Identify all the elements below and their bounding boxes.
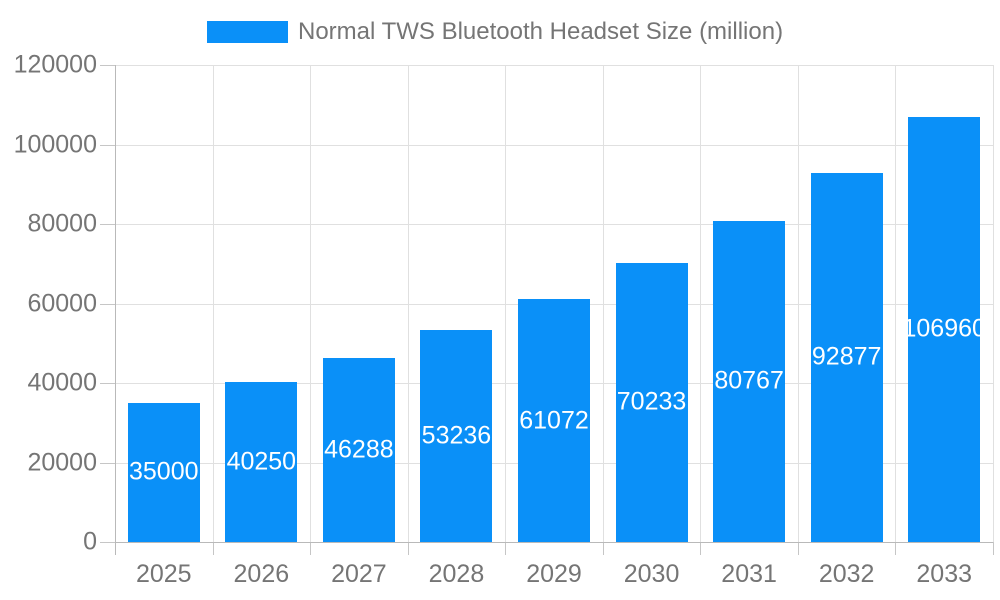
x-gridline — [895, 65, 897, 542]
bar-value-label: 53236 — [421, 421, 492, 450]
bar-value-label: 92877 — [811, 342, 882, 371]
bar-2027[interactable] — [322, 358, 395, 542]
bar-2029[interactable] — [518, 299, 590, 542]
bar-value-label: 40250 — [226, 447, 297, 476]
x-gridline — [700, 65, 702, 542]
x-tick — [212, 542, 214, 555]
x-axis-line — [115, 542, 993, 543]
y-tick — [100, 65, 115, 66]
y-tick — [100, 542, 115, 543]
x-gridline — [310, 65, 312, 542]
y-tick — [100, 144, 115, 146]
bar-value-label: 80767 — [714, 366, 784, 395]
bar-2031[interactable] — [713, 220, 786, 542]
bar-2032[interactable] — [810, 172, 883, 542]
x-tick — [993, 542, 994, 555]
y-axis-label: 120000 — [13, 50, 97, 79]
x-axis-label: 2025 — [135, 560, 192, 588]
x-tick — [602, 542, 604, 555]
y-tick — [100, 462, 115, 464]
bar-value-label: 46288 — [324, 435, 394, 464]
y-tick — [100, 303, 115, 305]
legend-swatch[interactable] — [207, 21, 288, 43]
x-axis-label: 2031 — [721, 560, 777, 588]
bar-2025[interactable] — [127, 402, 200, 542]
x-tick — [895, 542, 897, 555]
bar-value-label: 35000 — [129, 457, 199, 486]
x-gridline — [212, 65, 214, 542]
x-axis-label: 2026 — [233, 560, 290, 588]
x-tick — [797, 542, 799, 555]
y-axis-line — [115, 65, 116, 555]
x-tick — [505, 542, 507, 555]
y-gridline — [115, 65, 993, 66]
y-axis-label: 100000 — [13, 130, 97, 158]
x-axis-label: 2033 — [916, 560, 973, 588]
x-tick — [310, 542, 312, 555]
y-tick — [100, 383, 115, 384]
bar-2030[interactable] — [615, 262, 688, 542]
x-axis-label: 2028 — [428, 560, 485, 588]
chart-legend: Normal TWS Bluetooth Headset Size (milli… — [0, 0, 1000, 50]
x-axis-label: 2029 — [526, 560, 582, 588]
x-gridline — [797, 65, 799, 542]
bar-2033[interactable] — [908, 116, 981, 542]
y-axis-label: 20000 — [27, 448, 97, 476]
bar-2028[interactable] — [420, 330, 493, 542]
bar-value-label: 106960 — [902, 314, 986, 343]
y-axis-label: 40000 — [27, 368, 97, 397]
x-axis-label: 2032 — [818, 560, 875, 588]
x-gridline — [505, 65, 507, 542]
y-axis-label: 0 — [83, 527, 97, 556]
y-gridline — [115, 144, 993, 146]
y-tick — [100, 224, 115, 225]
bar-value-label: 70233 — [616, 387, 687, 416]
x-tick — [700, 542, 702, 555]
x-gridline — [602, 65, 604, 542]
bar-value-label: 61072 — [519, 406, 589, 435]
bar-2026[interactable] — [225, 382, 298, 542]
x-gridline — [407, 65, 409, 542]
y-axis-label: 80000 — [27, 209, 97, 238]
y-gridline — [115, 224, 993, 225]
legend-label[interactable]: Normal TWS Bluetooth Headset Size (milli… — [298, 18, 784, 45]
x-gridline — [993, 65, 994, 542]
x-tick — [407, 542, 409, 555]
x-axis-label: 2030 — [623, 560, 680, 588]
y-axis-label: 60000 — [27, 289, 97, 317]
x-axis-label: 2027 — [331, 560, 387, 588]
